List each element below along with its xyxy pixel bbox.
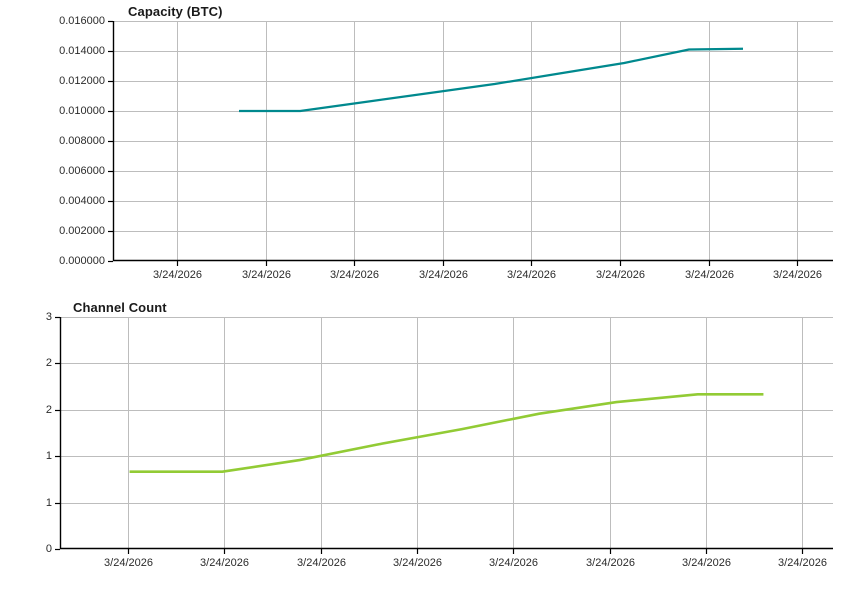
x-tick-label: 3/24/2026 <box>419 269 468 281</box>
x-tick-label: 3/24/2026 <box>682 557 731 569</box>
channel-count-chart-panel: Channel Count 3 2 2 1 1 0 3/24/2026 3/24/2026 3… <box>0 290 860 600</box>
y-tick-label: 2 <box>45 403 52 416</box>
channel-count-horizontal-gridlines <box>60 317 833 504</box>
capacity-plot-area <box>108 20 833 266</box>
x-tick-label: 3/24/2026 <box>685 269 734 281</box>
y-tick-label: 2 <box>45 357 52 370</box>
y-tick-label: 3 <box>45 311 52 323</box>
capacity-vertical-gridlines <box>177 21 798 261</box>
x-tick-label: 3/24/2026 <box>489 557 538 569</box>
y-tick-label: 0.002000 <box>59 225 105 237</box>
channel-count-chart-title: Channel Count <box>73 300 167 315</box>
y-tick-label: 0.014000 <box>59 45 105 57</box>
y-tick-label: 1 <box>45 496 52 509</box>
y-tick-label: 0.012000 <box>59 75 105 87</box>
y-tick-label: 0 <box>45 543 52 555</box>
x-tick-label: 3/24/2026 <box>242 269 291 281</box>
capacity-plot-svg <box>108 20 833 266</box>
x-tick-label: 3/24/2026 <box>104 557 153 569</box>
channel-count-plot-svg <box>55 316 833 554</box>
x-tick-label: 3/24/2026 <box>773 269 822 281</box>
channel-count-vertical-gridlines <box>128 317 803 549</box>
capacity-series-line <box>239 47 744 113</box>
y-tick-label: 0.000000 <box>59 255 105 267</box>
x-tick-label: 3/24/2026 <box>586 557 635 569</box>
capacity-axis-ticks <box>108 20 799 266</box>
y-tick-label: 0.010000 <box>59 105 105 117</box>
capacity-chart-title: Capacity (BTC) <box>128 4 223 19</box>
x-tick-label: 3/24/2026 <box>297 557 346 569</box>
x-tick-label: 3/24/2026 <box>200 557 249 569</box>
channel-count-series-line <box>129 393 764 473</box>
x-tick-label: 3/24/2026 <box>330 269 379 281</box>
y-tick-label: 0.008000 <box>59 135 105 147</box>
x-tick-label: 3/24/2026 <box>596 269 645 281</box>
x-tick-label: 3/24/2026 <box>393 557 442 569</box>
capacity-chart-panel: Capacity (BTC) 0.016000 0.014000 0.012000 0… <box>0 0 860 290</box>
y-tick-label: 0.016000 <box>59 15 105 27</box>
x-tick-label: 3/24/2026 <box>153 269 202 281</box>
x-tick-label: 3/24/2026 <box>507 269 556 281</box>
capacity-horizontal-gridlines <box>113 21 833 232</box>
x-tick-label: 3/24/2026 <box>778 557 827 569</box>
y-tick-label: 0.004000 <box>59 195 105 207</box>
y-tick-label: 0.006000 <box>59 165 105 177</box>
y-tick-label: 1 <box>45 450 52 463</box>
channel-count-axis-ticks <box>55 316 804 554</box>
channel-count-plot-area <box>55 316 833 554</box>
